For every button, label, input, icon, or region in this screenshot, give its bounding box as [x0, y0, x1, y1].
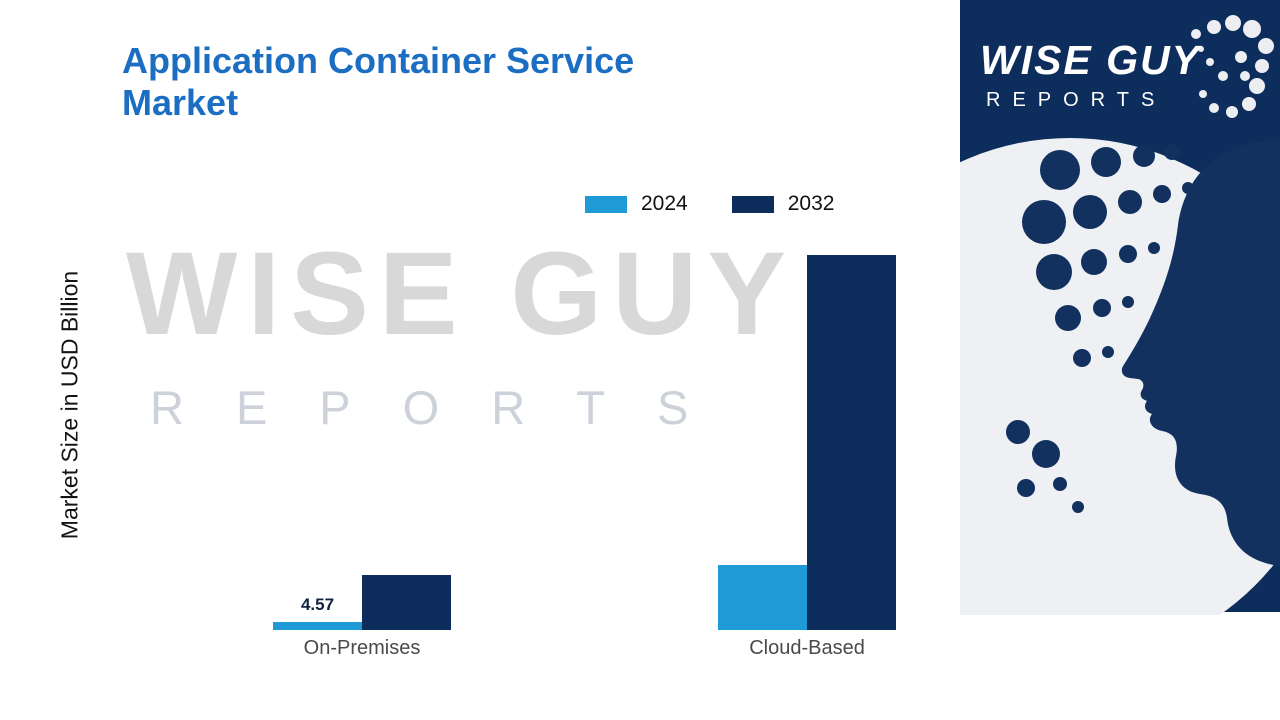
legend-item-2024: 2024 [585, 192, 688, 216]
bar-2024-cloud-based [718, 565, 807, 630]
face-dots-decoration [1006, 144, 1194, 513]
legend-label-2032: 2032 [787, 192, 835, 215]
watermark-wiseguy-text: WISE GUY [126, 228, 797, 360]
legend: 2024 2032 [585, 192, 834, 216]
watermark-reports-text: REPORTS [150, 381, 741, 434]
logo-face-dots-decoration [1191, 15, 1274, 118]
logo-wordmark: WISE GUY [980, 37, 1203, 83]
legend-swatch-2032 [731, 195, 774, 213]
bar-2032-cloud-based [807, 255, 896, 630]
legend-item-2032: 2032 [731, 192, 835, 216]
bar-2024-on-premises: 4.57 [273, 595, 362, 630]
category-label-on-premises: On-Premises [303, 637, 421, 659]
page-title: Application Container Service Market [122, 40, 635, 124]
legend-swatch-2024 [585, 195, 627, 213]
bar-value-label: 4.57 [300, 595, 335, 614]
plot-area: 4.57 [0, 253, 1280, 630]
logo-subtitle: REPORTS [986, 89, 1166, 111]
legend-label-2024: 2024 [641, 192, 688, 215]
bar-group-on-premises: 4.57 [273, 575, 451, 630]
bar-2032-on-premises [362, 575, 451, 630]
category-label-cloud-based: Cloud-Based [749, 637, 865, 659]
bar-group-cloud-based [718, 255, 896, 630]
face-silhouette [1121, 140, 1280, 566]
